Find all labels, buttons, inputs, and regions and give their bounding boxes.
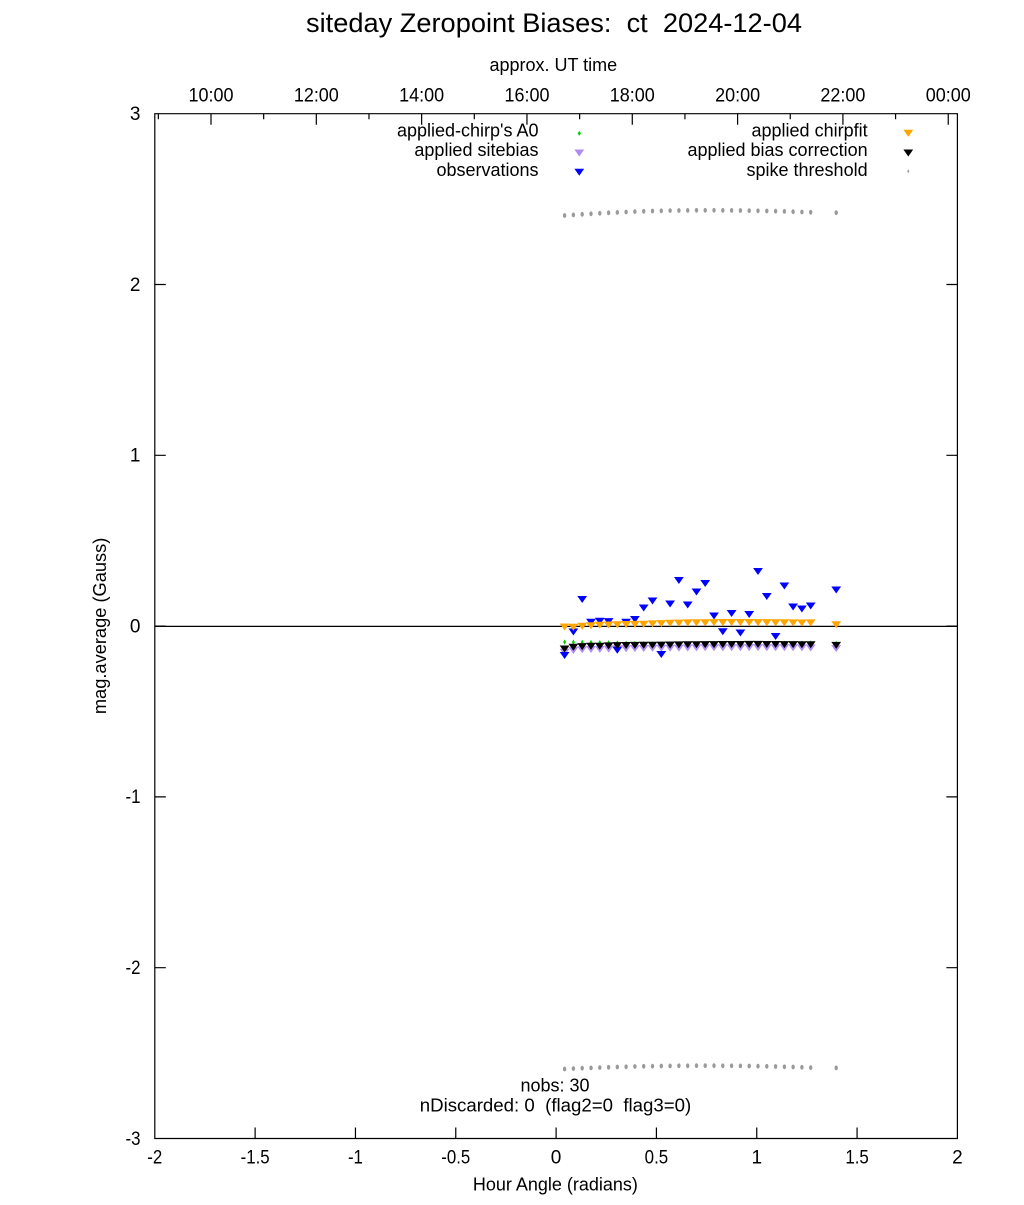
svg-text:applied bias correction: applied bias correction xyxy=(687,140,867,160)
svg-text:14:00: 14:00 xyxy=(399,85,444,106)
svg-text:-3: -3 xyxy=(126,1129,141,1150)
svg-text:observations: observations xyxy=(436,160,538,180)
svg-text:0.5: 0.5 xyxy=(645,1148,669,1169)
svg-text:spike threshold: spike threshold xyxy=(747,160,868,180)
svg-text:siteday Zeropoint Biases: ct: siteday Zeropoint Biases: ct 2024-12-04 xyxy=(306,8,802,38)
svg-text:1: 1 xyxy=(751,1148,762,1169)
svg-text:applied chirpfit: applied chirpfit xyxy=(752,120,868,140)
svg-text:nDiscarded: 0 (flag2=0 flag3: nDiscarded: 0 (flag2=0 flag3=0) xyxy=(420,1096,692,1116)
svg-text:2: 2 xyxy=(130,275,141,296)
svg-text:0: 0 xyxy=(130,616,141,637)
svg-text:-0.5: -0.5 xyxy=(441,1148,470,1169)
svg-text:-1: -1 xyxy=(126,787,141,808)
svg-text:00:00: 00:00 xyxy=(926,85,971,106)
svg-text:applied sitebias: applied sitebias xyxy=(414,140,538,160)
svg-text:applied-chirp's A0: applied-chirp's A0 xyxy=(397,120,539,140)
svg-text:20:00: 20:00 xyxy=(715,85,760,106)
svg-text:nobs: 30: nobs: 30 xyxy=(520,1076,589,1096)
svg-text:-1.5: -1.5 xyxy=(241,1148,270,1169)
svg-text:16:00: 16:00 xyxy=(504,85,549,106)
svg-text:2: 2 xyxy=(952,1148,963,1169)
svg-text:1: 1 xyxy=(130,446,141,467)
svg-text:0: 0 xyxy=(551,1148,562,1169)
svg-text:-2: -2 xyxy=(147,1148,162,1169)
svg-text:Hour Angle (radians): Hour Angle (radians) xyxy=(473,1174,638,1194)
svg-text:approx. UT time: approx. UT time xyxy=(489,55,617,75)
svg-text:mag.average (Gauss): mag.average (Gauss) xyxy=(90,538,110,715)
svg-text:-2: -2 xyxy=(126,958,141,979)
svg-text:18:00: 18:00 xyxy=(610,85,655,106)
svg-text:10:00: 10:00 xyxy=(189,85,234,106)
svg-text:12:00: 12:00 xyxy=(294,85,339,106)
svg-text:3: 3 xyxy=(130,104,141,125)
svg-text:1.5: 1.5 xyxy=(845,1148,869,1169)
svg-text:-1: -1 xyxy=(348,1148,363,1169)
svg-text:22:00: 22:00 xyxy=(820,85,865,106)
